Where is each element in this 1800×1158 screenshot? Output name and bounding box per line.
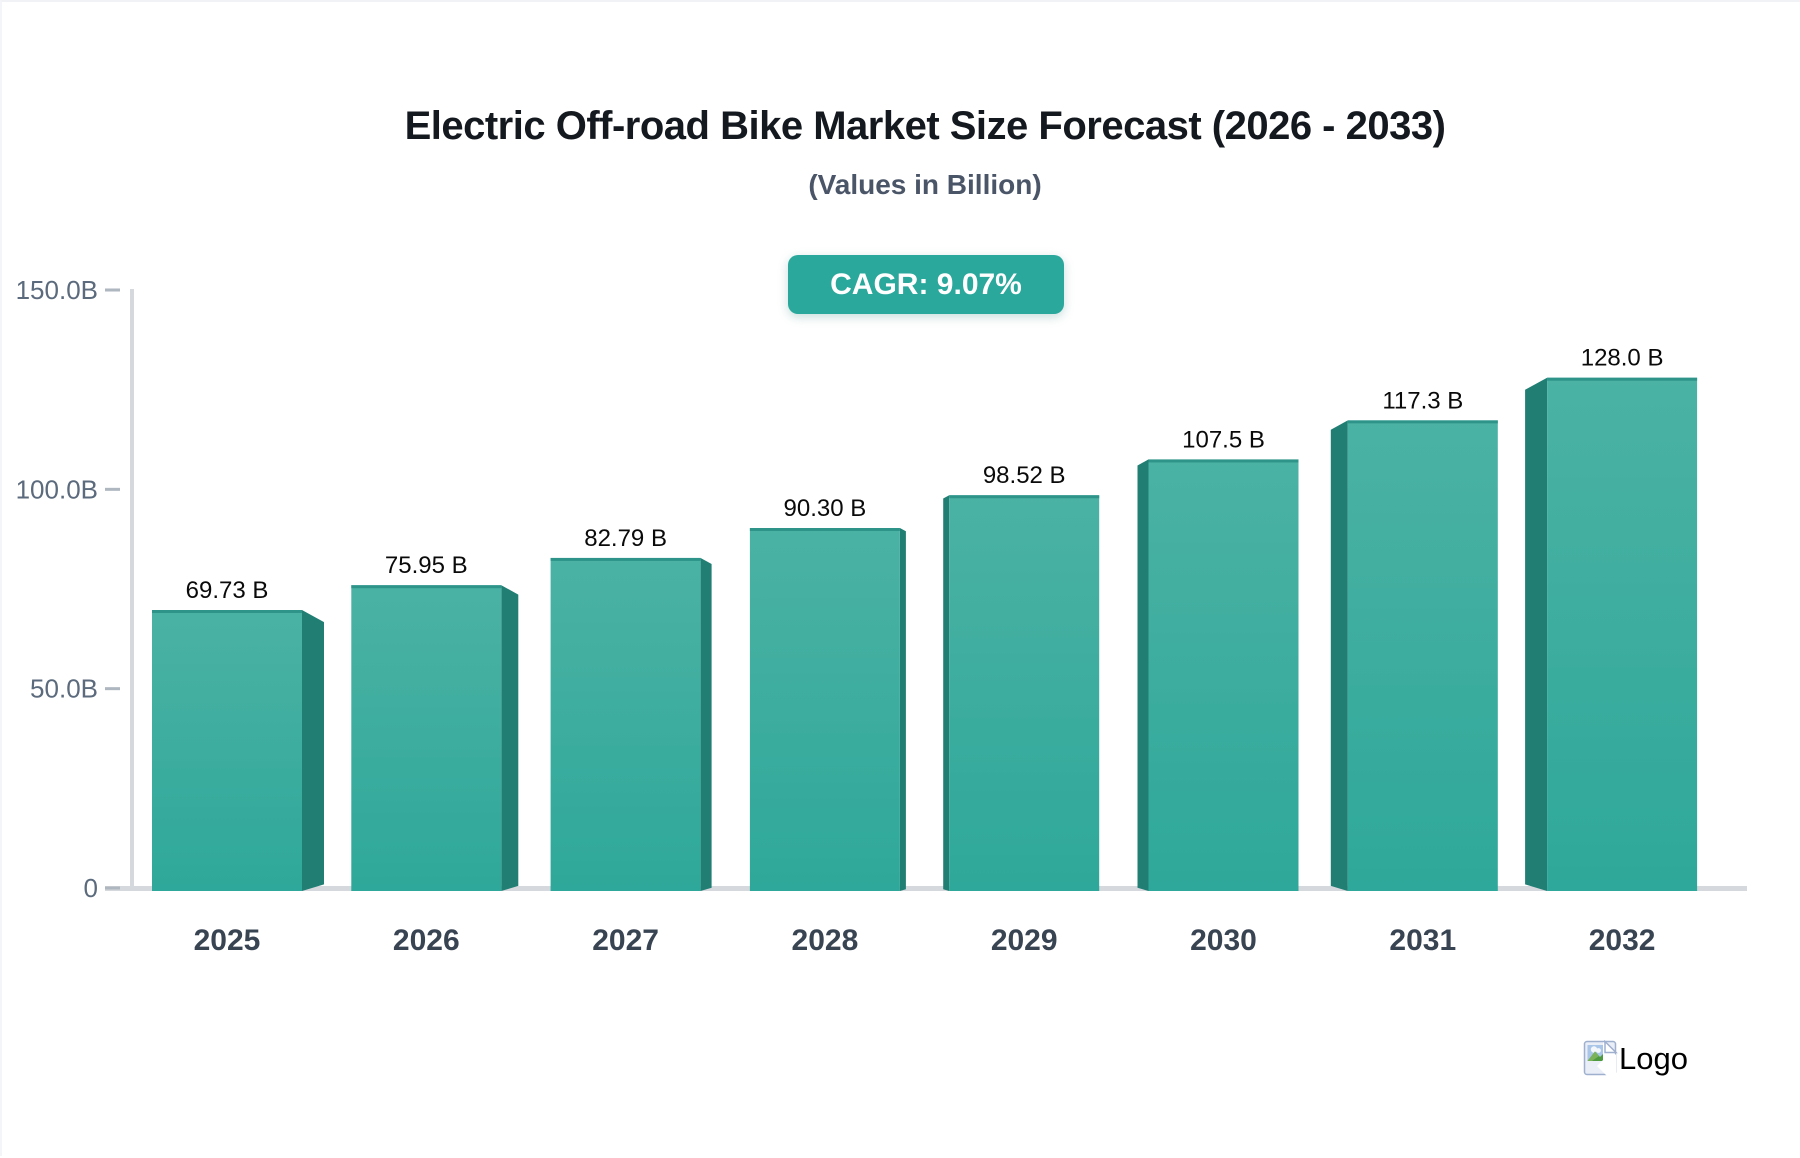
bar-group-2026: 75.95 B 2026 [351, 552, 519, 957]
x-axis-label: 2027 [592, 924, 659, 957]
bar-top-edge [1547, 377, 1698, 381]
logo-text: Logo [1619, 1041, 1688, 1076]
bar-top-edge [351, 585, 502, 589]
bar-face [1547, 377, 1698, 891]
bar-group-2029: 98.52 B 2029 [943, 462, 1100, 957]
bar-side-face [943, 495, 950, 891]
x-axis-label: 2030 [1190, 924, 1257, 957]
chart-title: Electric Off-road Bike Market Size Forec… [404, 104, 1446, 148]
bar-group-2028: 90.30 B 2028 [749, 495, 906, 957]
bar-value-label: 90.30 B [784, 495, 867, 522]
bar-side-face [700, 557, 712, 891]
bar-side-face [302, 610, 324, 891]
bar-face [949, 495, 1100, 891]
bar-value-label: 117.3 B [1382, 387, 1463, 414]
bar-value-label: 98.52 B [983, 462, 1066, 489]
y-axis-label: 0 [84, 873, 98, 903]
x-axis-label: 2026 [393, 924, 460, 957]
bar-value-label: 75.95 B [385, 552, 468, 579]
bar-face [1347, 420, 1498, 891]
y-axis-label: 100.0B [16, 474, 98, 504]
y-tick-mark [105, 487, 120, 491]
bar-side-face [1330, 420, 1348, 891]
logo: Logo [1583, 1040, 1688, 1077]
bar-group-2032: 128.0 B 2032 [1525, 345, 1698, 957]
x-axis-label: 2025 [194, 924, 261, 957]
bar-top-edge [749, 528, 900, 532]
chart-subtitle: (Values in Billion) [808, 169, 1042, 200]
y-tick-mark [105, 886, 120, 890]
bar-top-edge [152, 610, 302, 614]
bar-value-label: 107.5 B [1182, 426, 1265, 453]
cagr-badge: CAGR: 9.07% [788, 255, 1064, 314]
y-axis-label: 50.0B [30, 674, 98, 704]
bar-top-edge [550, 557, 701, 561]
y-axis-line [130, 289, 134, 891]
bar-face [749, 528, 900, 891]
cagr-label: CAGR: 9.07% [830, 268, 1022, 301]
x-axis-label: 2029 [991, 924, 1058, 957]
bar-group-2031: 117.3 B 2031 [1330, 387, 1498, 957]
bar-value-label: 69.73 B [186, 577, 269, 604]
bar-side-face [1137, 459, 1149, 891]
bar-face [550, 557, 701, 891]
y-tick-mark [105, 687, 120, 691]
x-axis-line [105, 886, 1747, 891]
bar-side-face [501, 585, 519, 891]
y-tick-mark [105, 288, 120, 292]
bar-group-2030: 107.5 B 2030 [1137, 426, 1299, 957]
bar-value-label: 82.79 B [584, 525, 667, 552]
bar-side-face [899, 528, 906, 891]
x-axis-label: 2032 [1589, 924, 1656, 957]
bar-face [351, 585, 502, 891]
y-axis-label: 150.0B [16, 275, 98, 305]
bar-value-label: 128.0 B [1581, 345, 1664, 372]
x-axis-label: 2028 [792, 924, 859, 957]
x-axis-label: 2031 [1389, 924, 1456, 957]
bar-group-2027: 82.79 B 2027 [550, 525, 712, 957]
bar-top-edge [1148, 459, 1299, 463]
broken-image-icon [1583, 1040, 1618, 1076]
bar-top-edge [949, 495, 1100, 499]
chart-header: Electric Off-road Bike Market Size Forec… [105, 2, 1745, 202]
bar-top-edge [1347, 420, 1498, 424]
bar-face [152, 610, 302, 891]
bar-group-2025: 69.73 B 2025 [152, 577, 324, 957]
bar-face [1148, 459, 1299, 891]
bar-side-face [1525, 377, 1548, 891]
